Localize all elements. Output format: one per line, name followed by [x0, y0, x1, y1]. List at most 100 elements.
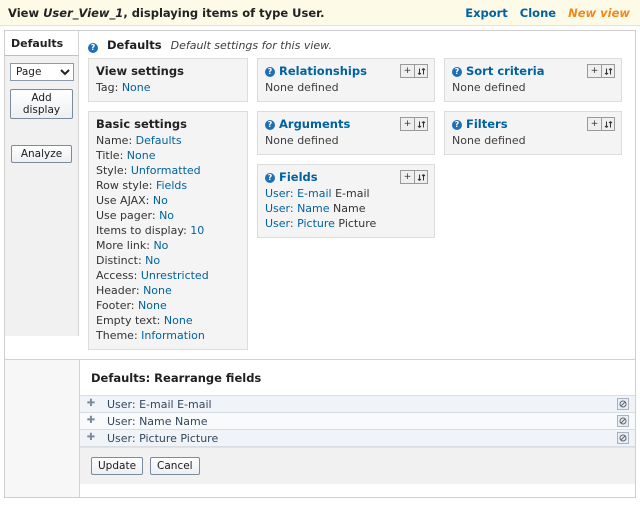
view-name: User_View_1	[43, 5, 124, 20]
setting-value[interactable]: No	[145, 254, 161, 267]
help-icon[interactable]: ?	[88, 43, 98, 53]
settings-column-middle: ? Relationships + None defined	[257, 58, 435, 247]
clone-link[interactable]: Clone	[519, 5, 557, 20]
setting-value[interactable]: None	[126, 149, 156, 162]
setting-value[interactable]: No	[153, 239, 169, 252]
rearrange-fields-title: Defaults: Rearrange fields	[91, 371, 262, 385]
arguments-tools: +	[400, 117, 428, 131]
settings-columns: View settings Tag: None Basic settings N…	[79, 58, 635, 359]
setting-row: Use AJAX: No	[96, 193, 241, 208]
setting-value[interactable]: None	[138, 299, 167, 312]
help-icon[interactable]: ?	[265, 120, 275, 130]
table-row-label: User: Name Name	[107, 414, 208, 428]
field-item: User: Name Name	[265, 201, 428, 216]
setting-value[interactable]: None	[143, 284, 172, 297]
setting-value[interactable]: Unformatted	[130, 164, 201, 177]
setting-value[interactable]: Information	[141, 329, 205, 342]
relationships-empty-text: None defined	[265, 81, 339, 94]
filters-header: ? Filters +	[452, 117, 615, 131]
help-icon[interactable]: ?	[265, 173, 275, 183]
rearrange-fields-inner: Defaults: Rearrange fields ✚ User: E-mai…	[79, 360, 635, 497]
remove-icon[interactable]	[617, 398, 629, 410]
setting-value[interactable]: Fields	[155, 179, 188, 192]
sidebar-tab-defaults[interactable]: Defaults	[5, 31, 78, 56]
add-icon[interactable]: +	[588, 65, 601, 77]
add-display-button[interactable]: Add display	[10, 89, 73, 120]
table-row-label: User: E-mail E-mail	[107, 397, 212, 411]
filters-tools: +	[587, 117, 615, 131]
setting-value[interactable]: None	[163, 314, 193, 327]
remove-icon[interactable]	[617, 432, 629, 444]
add-icon[interactable]: +	[401, 171, 414, 183]
remove-icon[interactable]	[617, 415, 629, 427]
views-edit-frame: Defaults Page Add display Analyze ? Defa…	[4, 30, 636, 498]
field-item: User: E-mail E-mail	[265, 186, 428, 201]
page-title-suffix: , displaying items of type User.	[123, 5, 325, 20]
drag-handle-icon[interactable]: ✚	[86, 432, 96, 443]
setting-label: Distinct:	[96, 254, 142, 267]
add-icon[interactable]: +	[401, 65, 414, 77]
add-icon[interactable]: +	[588, 118, 601, 130]
setting-row: Distinct: No	[96, 253, 241, 268]
setting-label: Empty text:	[96, 314, 161, 327]
fields-header: ? Fields +	[265, 170, 428, 184]
setting-label: Use pager:	[96, 209, 156, 222]
drag-handle-icon[interactable]: ✚	[86, 398, 96, 409]
help-icon[interactable]: ?	[265, 67, 275, 77]
sort-criteria-empty-text: None defined	[452, 81, 526, 94]
view-settings-panel: View settings Tag: None	[88, 58, 248, 102]
sidebar-body: Page Add display Analyze	[5, 56, 78, 169]
setting-value[interactable]: 10	[190, 224, 205, 237]
update-button[interactable]: Update	[91, 457, 144, 476]
table-row[interactable]: ✚ User: Picture Picture	[80, 430, 635, 447]
rearrange-icon[interactable]	[414, 171, 427, 183]
page-title: View User_View_1, displaying items of ty…	[8, 6, 325, 20]
setting-value[interactable]: Unrestricted	[140, 269, 209, 282]
rearrange-form-actions: Update Cancel	[80, 447, 635, 485]
help-icon[interactable]: ?	[452, 67, 462, 77]
display-type-select[interactable]: Page	[10, 63, 74, 81]
setting-value[interactable]: Defaults	[135, 134, 182, 147]
table-row[interactable]: ✚ User: Name Name	[80, 413, 635, 430]
setting-label: Style:	[96, 164, 128, 177]
setting-row: Title: None	[96, 148, 241, 163]
field-item-link[interactable]: User: Name	[265, 202, 330, 215]
setting-label: Name:	[96, 134, 133, 147]
cancel-button[interactable]: Cancel	[150, 457, 200, 476]
setting-value[interactable]: No	[159, 209, 175, 222]
analyze-button[interactable]: Analyze	[10, 145, 73, 164]
display-header-title: Defaults	[107, 38, 162, 52]
setting-row: Tag: None	[96, 80, 241, 95]
table-row[interactable]: ✚ User: E-mail E-mail	[80, 396, 635, 413]
basic-settings-header: Basic settings	[96, 117, 241, 131]
add-icon[interactable]: +	[401, 118, 414, 130]
rearrange-icon[interactable]	[601, 118, 614, 130]
arguments-title[interactable]: Arguments	[279, 117, 351, 131]
help-icon[interactable]: ?	[452, 120, 462, 130]
rearrange-icon[interactable]	[414, 118, 427, 130]
rearrange-field-list: ✚ User: E-mail E-mail ✚ User: Name Name …	[80, 395, 635, 447]
field-item-label: E-mail	[335, 187, 370, 200]
setting-row: Access: Unrestricted	[96, 268, 241, 283]
setting-row: Items to display: 10	[96, 223, 241, 238]
export-link[interactable]: Export	[465, 5, 508, 20]
setting-value[interactable]: None	[121, 81, 151, 94]
settings-column-right: ? Sort criteria + None defined	[444, 58, 622, 164]
displays-sidebar: Defaults Page Add display Analyze	[5, 31, 79, 336]
setting-label: Items to display:	[96, 224, 187, 237]
setting-row: Theme: Information	[96, 328, 241, 343]
sort-criteria-title[interactable]: Sort criteria	[466, 64, 545, 78]
filters-title[interactable]: Filters	[466, 117, 508, 131]
rearrange-icon[interactable]	[601, 65, 614, 77]
drag-handle-icon[interactable]: ✚	[86, 415, 96, 426]
setting-label: Use AJAX:	[96, 194, 150, 207]
relationships-header: ? Relationships +	[265, 64, 428, 78]
setting-value[interactable]: No	[152, 194, 168, 207]
relationships-title[interactable]: Relationships	[279, 64, 367, 78]
field-item-link[interactable]: User: Picture	[265, 217, 335, 230]
new-view-link[interactable]: New view	[568, 5, 630, 20]
setting-label: More link:	[96, 239, 150, 252]
fields-title[interactable]: Fields	[279, 170, 318, 184]
rearrange-icon[interactable]	[414, 65, 427, 77]
field-item-link[interactable]: User: E-mail	[265, 187, 332, 200]
